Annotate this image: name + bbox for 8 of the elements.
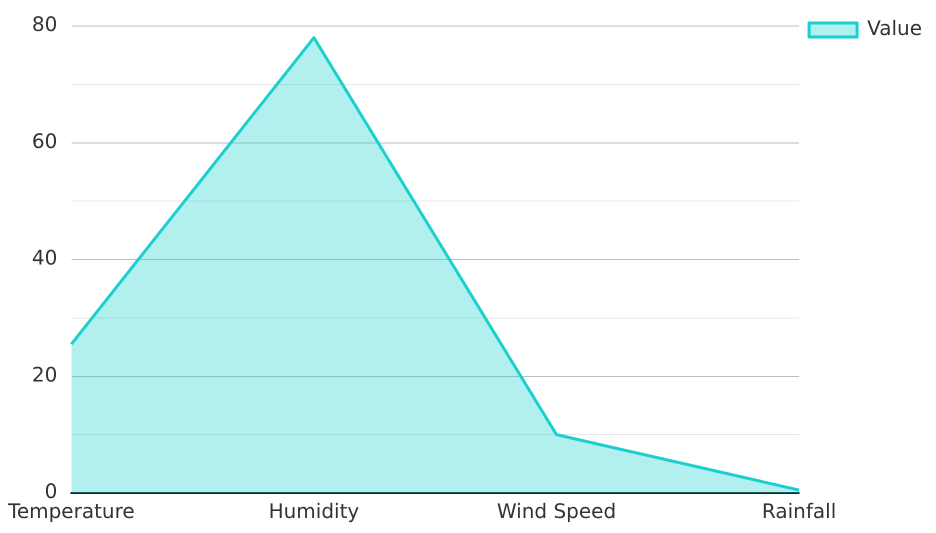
x-tick-label: Wind Speed <box>496 499 616 524</box>
x-tick-label: Rainfall <box>762 499 836 524</box>
y-tick-label: 60 <box>32 128 58 153</box>
y-tick-label: 40 <box>32 246 58 270</box>
legend-label: Value <box>867 16 922 40</box>
y-tick-label: 80 <box>32 12 58 36</box>
y-tick-label: 20 <box>32 362 58 386</box>
x-tick-label: Humidity <box>268 499 360 524</box>
